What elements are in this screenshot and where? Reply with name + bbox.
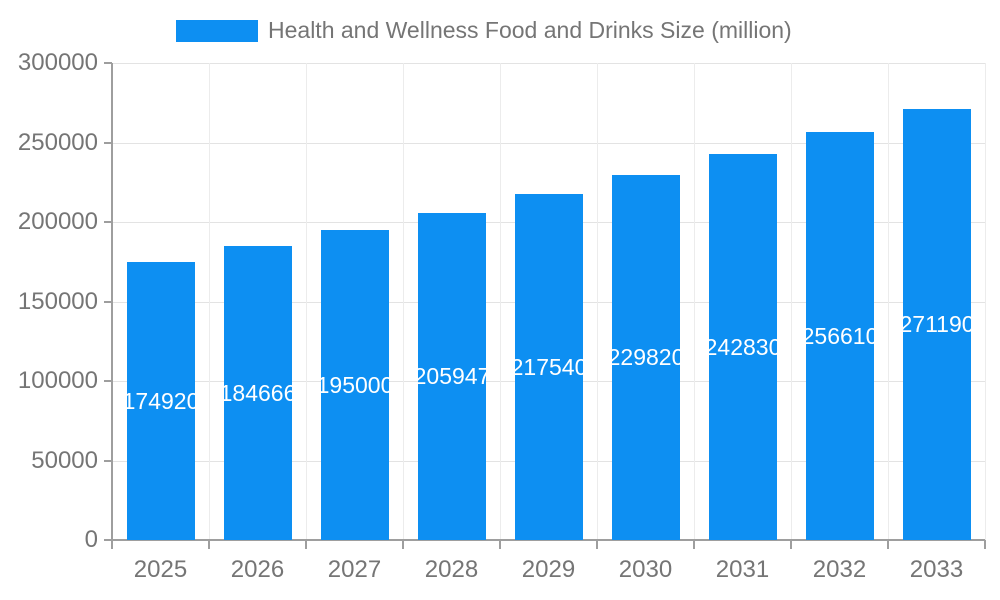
bar-value-label: 205947 [418, 363, 486, 389]
y-axis-tick [104, 539, 112, 541]
gridline-vertical [985, 63, 986, 540]
x-axis-line [112, 539, 985, 541]
x-tick-label: 2028 [424, 556, 479, 583]
gridline-vertical [888, 63, 889, 540]
y-tick-label: 150000 [17, 288, 98, 315]
y-axis-tick [104, 142, 112, 144]
bar-2025[interactable]: 174920 [127, 262, 195, 540]
bar-2026[interactable]: 184666 [224, 246, 292, 540]
bar-value-label: 195000 [321, 371, 389, 398]
x-axis-tick [208, 540, 210, 549]
y-axis-tick [104, 221, 112, 223]
y-tick-label: 250000 [17, 129, 98, 156]
x-axis-tick [499, 540, 501, 549]
x-tick-label: 2027 [327, 556, 382, 583]
gridline-vertical [791, 63, 792, 540]
bar-value-label: 229820 [612, 344, 680, 370]
y-axis-tick [104, 62, 112, 64]
bar-value-label: 184666 [224, 379, 292, 406]
y-tick-label: 0 [84, 526, 98, 553]
legend-label: Health and Wellness Food and Drinks Size… [268, 17, 792, 43]
x-tick-label: 2031 [715, 556, 770, 583]
bar-2033[interactable]: 271190 [903, 109, 971, 540]
y-axis-line [111, 63, 113, 549]
y-axis-tick [104, 460, 112, 462]
gridline-vertical [694, 63, 695, 540]
x-tick-label: 2030 [618, 556, 673, 583]
y-tick-label: 100000 [17, 367, 98, 394]
y-tick-label: 200000 [17, 208, 98, 235]
x-tick-label: 2025 [133, 556, 188, 583]
y-tick-label: 300000 [17, 49, 98, 76]
x-tick-label: 2033 [909, 556, 964, 583]
gridline-horizontal [112, 63, 985, 64]
gridline-vertical [209, 63, 210, 540]
x-axis-tick [402, 540, 404, 549]
x-axis-tick [305, 540, 307, 549]
x-tick-label: 2026 [230, 556, 285, 583]
y-axis-tick [104, 301, 112, 303]
x-axis-tick [887, 540, 889, 549]
bar-value-label: 242830 [709, 333, 777, 360]
bar-2031[interactable]: 242830 [709, 154, 777, 540]
y-tick-label: 50000 [31, 447, 98, 474]
x-tick-label: 2029 [521, 556, 576, 583]
bar-2029[interactable]: 217540 [515, 194, 583, 540]
legend-swatch-icon [176, 19, 258, 42]
gridline-vertical [500, 63, 501, 540]
bar-value-label: 271190 [903, 311, 971, 337]
chart-legend[interactable]: Health and Wellness Food and Drinks Size… [176, 17, 792, 44]
gridline-vertical [403, 63, 404, 540]
bar-2028[interactable]: 205947 [418, 213, 486, 540]
x-axis-tick [984, 540, 986, 549]
bar-value-label: 256610 [806, 322, 874, 349]
x-axis-tick [790, 540, 792, 549]
bar-2032[interactable]: 256610 [806, 132, 874, 540]
gridline-horizontal [112, 143, 985, 144]
x-tick-label: 2032 [812, 556, 867, 583]
bar-value-label: 174920 [127, 387, 195, 414]
x-axis-tick [596, 540, 598, 549]
y-axis-tick [104, 380, 112, 382]
bar-2030[interactable]: 229820 [612, 175, 680, 540]
gridline-vertical [306, 63, 307, 540]
bar-value-label: 217540 [515, 353, 583, 380]
bar-2027[interactable]: 195000 [321, 230, 389, 540]
x-axis-tick [693, 540, 695, 549]
gridline-vertical [597, 63, 598, 540]
